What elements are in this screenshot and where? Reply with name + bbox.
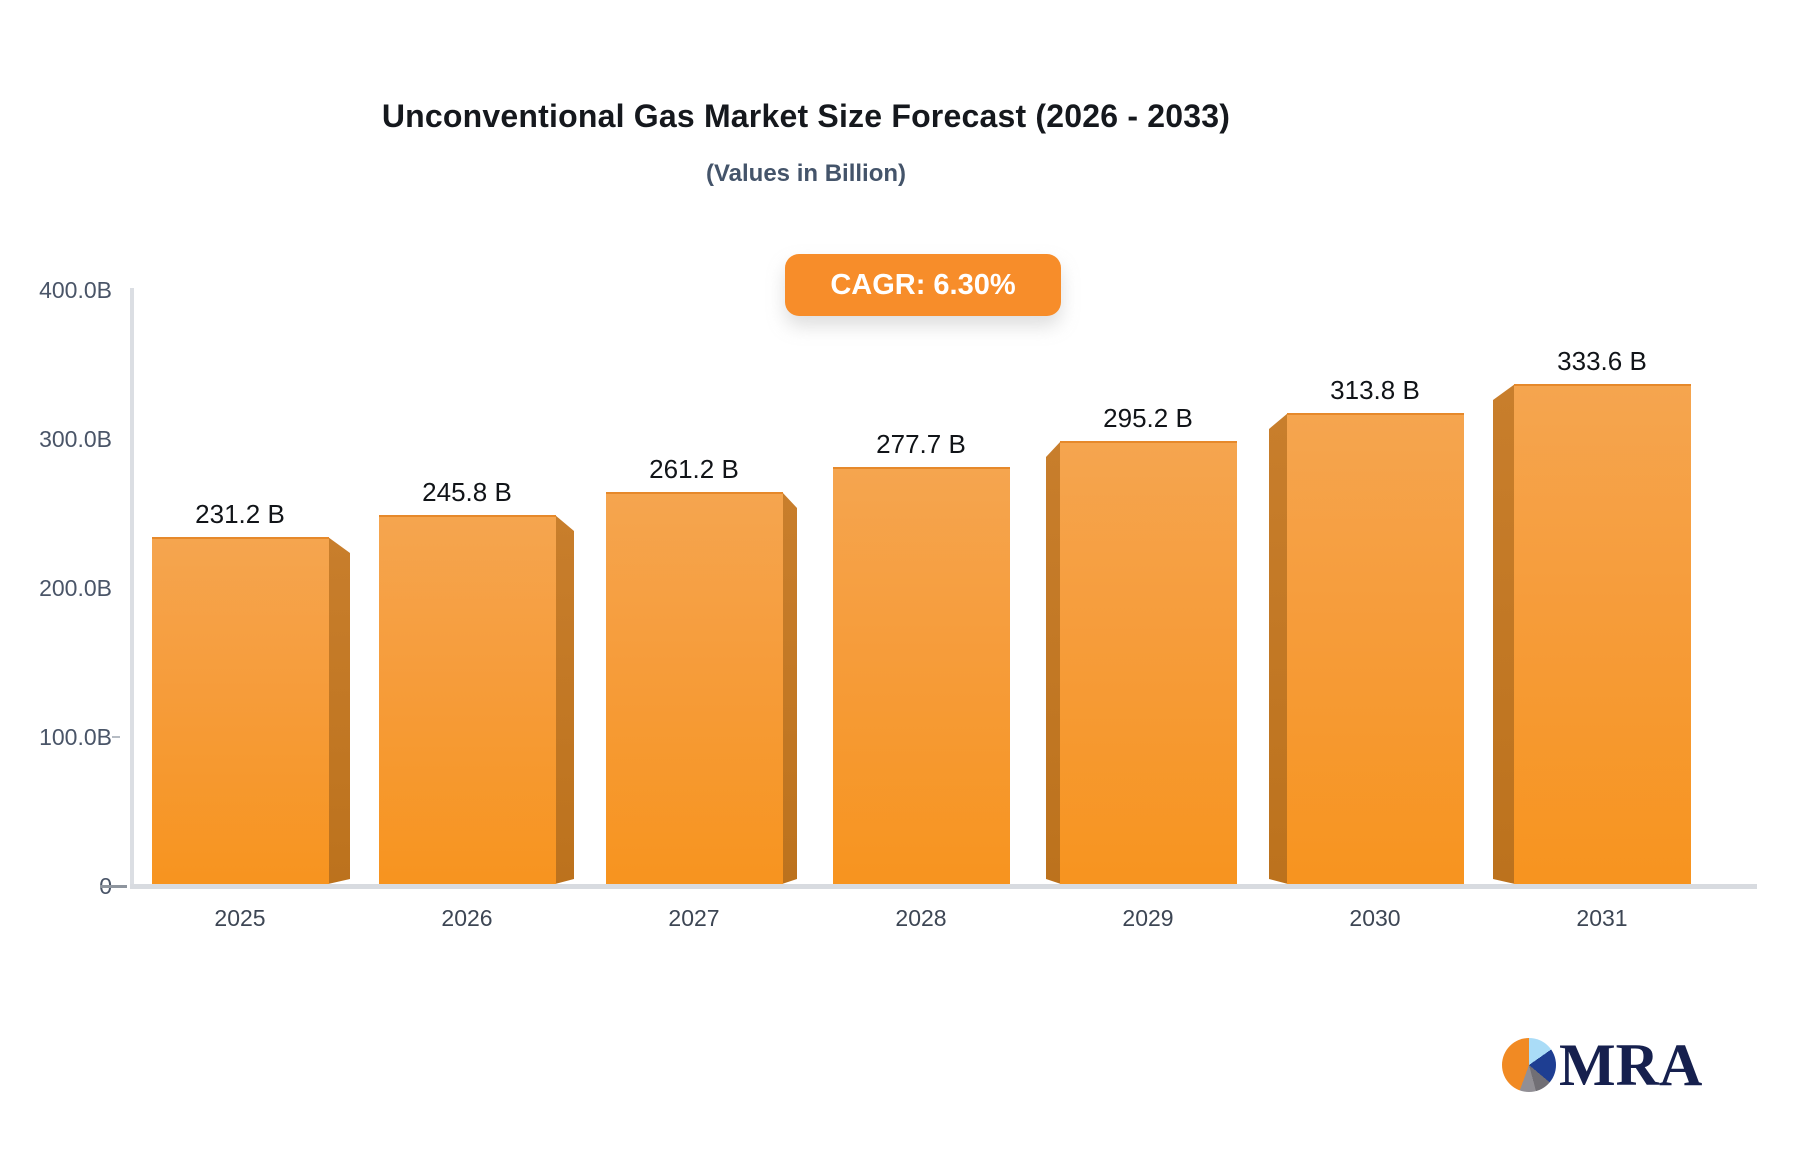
bar-side-face <box>328 537 350 884</box>
bar-value-label: 295.2 B <box>1103 403 1193 433</box>
bar-side-face <box>1493 384 1515 884</box>
x-axis-tick-label: 2028 <box>895 905 947 931</box>
bar-2027 <box>606 492 783 884</box>
x-axis-line <box>130 884 1757 889</box>
y-axis-tick-label: 0 <box>8 872 112 900</box>
bar-2030 <box>1287 413 1464 884</box>
cagr-badge: CAGR: 6.30% <box>785 254 1061 316</box>
bar-value-label: 313.8 B <box>1330 375 1420 405</box>
pie-chart-icon <box>1502 1038 1556 1092</box>
chart-title: Unconventional Gas Market Size Forecast … <box>381 98 1231 134</box>
y-axis-tick-label: 300.0B <box>39 426 112 452</box>
logo-text: MRA <box>1559 1032 1703 1098</box>
bar-side-face <box>1269 413 1288 884</box>
y-axis-tick-label: 200.0B <box>39 575 112 601</box>
y-axis-line <box>130 288 134 889</box>
bar-side-face <box>1046 441 1061 884</box>
bar-2028 <box>833 467 1010 884</box>
y-axis-tick-mark <box>100 885 127 888</box>
bar-value-label: 277.7 B <box>876 429 966 459</box>
x-axis-tick-label: 2029 <box>1122 905 1174 931</box>
mra-logo: MRA <box>1502 1032 1703 1098</box>
chart-subtitle: (Values in Billion) <box>705 160 907 187</box>
x-axis-tick-label: 2030 <box>1349 905 1401 931</box>
x-axis-tick-label: 2031 <box>1576 905 1628 931</box>
bar-value-label: 245.8 B <box>422 477 512 507</box>
x-axis-tick-label: 2025 <box>214 905 266 931</box>
bar-side-face <box>782 492 797 884</box>
y-axis-tick-label: 400.0B <box>39 277 112 303</box>
bar-2026 <box>379 515 556 884</box>
bar-2031 <box>1514 384 1691 884</box>
y-axis-tick-label: 100.0B <box>39 724 112 750</box>
x-axis-tick-label: 2027 <box>668 905 720 931</box>
bar-2025 <box>152 537 329 884</box>
y-axis-tick-mark <box>112 736 120 738</box>
bar-2029 <box>1060 441 1237 884</box>
bar-value-label: 231.2 B <box>195 499 285 529</box>
x-axis-tick-label: 2026 <box>441 905 493 931</box>
bar-value-label: 261.2 B <box>649 454 739 484</box>
bar-side-face <box>555 515 574 884</box>
bar-value-label: 333.6 B <box>1557 346 1647 376</box>
